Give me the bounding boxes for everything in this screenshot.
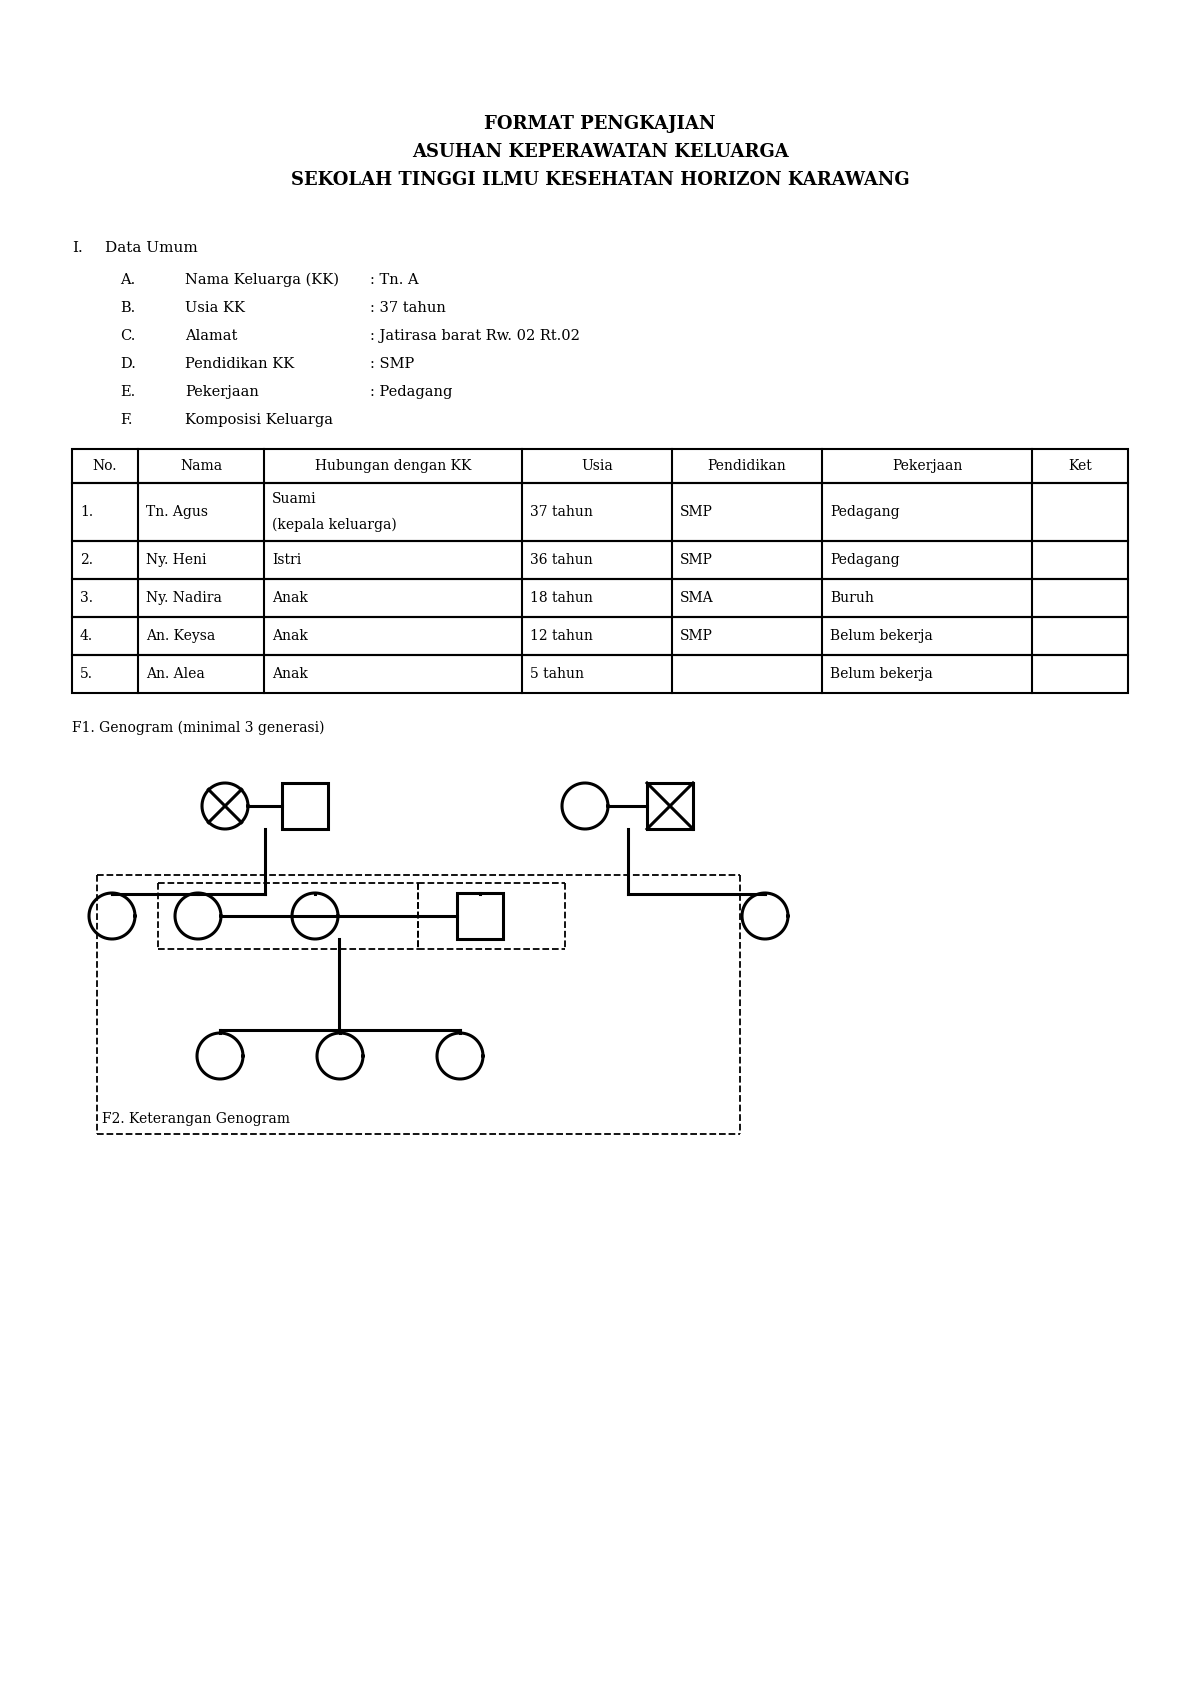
Text: : Pedagang: : Pedagang xyxy=(370,385,452,399)
Text: 1.: 1. xyxy=(80,504,94,520)
Bar xyxy=(457,893,503,939)
Text: : 37 tahun: : 37 tahun xyxy=(370,301,446,316)
Text: An. Alea: An. Alea xyxy=(146,667,205,681)
Text: 5.: 5. xyxy=(80,667,94,681)
Text: 5 tahun: 5 tahun xyxy=(530,667,584,681)
Text: SMP: SMP xyxy=(680,628,713,644)
Text: : Jatirasa barat Rw. 02 Rt.02: : Jatirasa barat Rw. 02 Rt.02 xyxy=(370,329,580,343)
Bar xyxy=(72,616,1128,655)
Text: 2.: 2. xyxy=(80,554,94,567)
Text: F2. Keterangan Genogram: F2. Keterangan Genogram xyxy=(102,1112,290,1126)
Text: 18 tahun: 18 tahun xyxy=(530,591,593,604)
Text: Istri: Istri xyxy=(272,554,301,567)
Text: 4.: 4. xyxy=(80,628,94,644)
Bar xyxy=(72,482,1128,542)
Text: 3.: 3. xyxy=(80,591,94,604)
Text: SMA: SMA xyxy=(680,591,714,604)
Text: D.: D. xyxy=(120,357,136,370)
Bar xyxy=(282,783,328,829)
Text: Data Umum: Data Umum xyxy=(106,241,198,255)
Text: Pedagang: Pedagang xyxy=(830,504,900,520)
Text: : Tn. A: : Tn. A xyxy=(370,273,419,287)
Text: F1. Genogram (minimal 3 generasi): F1. Genogram (minimal 3 generasi) xyxy=(72,722,324,735)
Bar xyxy=(72,579,1128,616)
Text: Ny. Heni: Ny. Heni xyxy=(146,554,206,567)
Text: C.: C. xyxy=(120,329,136,343)
Text: Pendidikan: Pendidikan xyxy=(708,458,786,474)
Text: Ny. Nadira: Ny. Nadira xyxy=(146,591,222,604)
Text: Usia: Usia xyxy=(581,458,613,474)
Bar xyxy=(647,783,694,829)
Text: Belum bekerja: Belum bekerja xyxy=(830,667,932,681)
Text: : SMP: : SMP xyxy=(370,357,414,370)
Text: A.: A. xyxy=(120,273,136,287)
Bar xyxy=(72,655,1128,693)
Text: Komposisi Keluarga: Komposisi Keluarga xyxy=(185,413,334,426)
Text: F.: F. xyxy=(120,413,132,426)
Text: Suami: Suami xyxy=(272,492,317,506)
Text: Buruh: Buruh xyxy=(830,591,874,604)
Text: SEKOLAH TINGGI ILMU KESEHATAN HORIZON KARAWANG: SEKOLAH TINGGI ILMU KESEHATAN HORIZON KA… xyxy=(290,171,910,188)
Text: Anak: Anak xyxy=(272,628,308,644)
Text: Hubungan dengan KK: Hubungan dengan KK xyxy=(314,458,472,474)
Text: 36 tahun: 36 tahun xyxy=(530,554,593,567)
Bar xyxy=(72,542,1128,579)
Text: Pekerjaan: Pekerjaan xyxy=(185,385,259,399)
Text: Nama Keluarga (KK): Nama Keluarga (KK) xyxy=(185,273,340,287)
Text: SMP: SMP xyxy=(680,504,713,520)
Text: Pekerjaan: Pekerjaan xyxy=(892,458,962,474)
Text: Tn. Agus: Tn. Agus xyxy=(146,504,208,520)
Text: ASUHAN KEPERAWATAN KELUARGA: ASUHAN KEPERAWATAN KELUARGA xyxy=(412,143,788,161)
Text: Nama: Nama xyxy=(180,458,222,474)
Bar xyxy=(72,448,1128,482)
Text: Pedagang: Pedagang xyxy=(830,554,900,567)
Text: I.: I. xyxy=(72,241,83,255)
Text: (kepala keluarga): (kepala keluarga) xyxy=(272,518,397,531)
Text: 37 tahun: 37 tahun xyxy=(530,504,593,520)
Text: Pendidikan KK: Pendidikan KK xyxy=(185,357,294,370)
Text: Usia KK: Usia KK xyxy=(185,301,245,316)
Text: Belum bekerja: Belum bekerja xyxy=(830,628,932,644)
Text: Anak: Anak xyxy=(272,591,308,604)
Text: SMP: SMP xyxy=(680,554,713,567)
Text: Ket: Ket xyxy=(1068,458,1092,474)
Text: An. Keysa: An. Keysa xyxy=(146,628,215,644)
Text: FORMAT PENGKAJIAN: FORMAT PENGKAJIAN xyxy=(485,115,715,132)
Text: E.: E. xyxy=(120,385,136,399)
Text: B.: B. xyxy=(120,301,136,316)
Text: Alamat: Alamat xyxy=(185,329,238,343)
Text: No.: No. xyxy=(92,458,118,474)
Text: Anak: Anak xyxy=(272,667,308,681)
Text: 12 tahun: 12 tahun xyxy=(530,628,593,644)
